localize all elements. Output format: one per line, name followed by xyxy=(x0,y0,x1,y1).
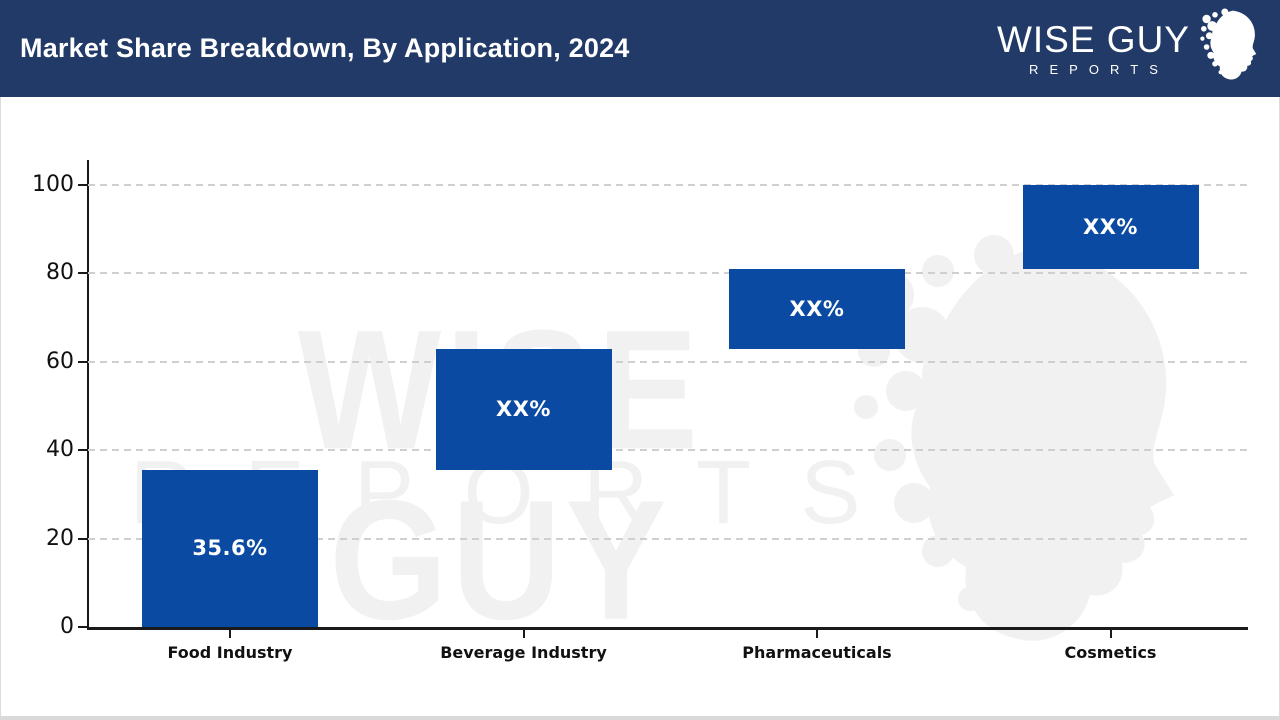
x-axis-line xyxy=(87,627,1248,630)
x-axis-label: Pharmaceuticals xyxy=(742,643,892,662)
bar-segment: XX% xyxy=(729,268,905,349)
bar-segment: 35.6% xyxy=(142,469,318,627)
bar-segment: XX% xyxy=(1022,185,1199,269)
page-title: Market Share Breakdown, By Application, … xyxy=(20,33,630,63)
logo-subtitle: REPORTS xyxy=(1029,62,1169,77)
y-tick-mark xyxy=(78,184,87,186)
y-tick-label: 60 xyxy=(46,348,74,374)
y-tick-label: 100 xyxy=(32,172,74,197)
plot-area: 0 20 40 60 80 100 35.6% Food Industry XX% Beverag… xyxy=(0,97,1280,720)
watermark-head-graphic xyxy=(818,210,1218,704)
bar-segment: XX% xyxy=(435,348,612,470)
x-tick-mark xyxy=(816,629,818,638)
y-tick-mark xyxy=(78,449,87,452)
bar-value-label: XX% xyxy=(496,397,551,422)
y-tick-label: 20 xyxy=(46,525,74,551)
y-tick-mark xyxy=(78,272,87,275)
y-tick-label: 40 xyxy=(46,437,74,463)
y-tick-label: 80 xyxy=(46,260,74,286)
x-tick-mark xyxy=(1109,629,1112,638)
x-tick-mark xyxy=(229,629,231,638)
header-band: Market Share Breakdown, By Application, … xyxy=(0,0,1280,97)
x-tick-mark xyxy=(522,629,525,638)
bottom-strip xyxy=(0,716,1280,720)
y-tick-mark xyxy=(78,537,87,540)
y-tick-mark xyxy=(78,360,87,363)
y-tick-label: 0 xyxy=(60,614,74,639)
wise-guy-logo: WISE GUY REPORTS xyxy=(997,5,1266,93)
left-border xyxy=(0,97,1,720)
bar-value-label: 35.6% xyxy=(192,536,268,561)
bar-value-label: XX% xyxy=(789,296,845,321)
gridline xyxy=(88,360,1248,363)
dotted-head-icon xyxy=(1192,5,1266,93)
gridline xyxy=(88,184,1248,186)
x-axis-label: Cosmetics xyxy=(1064,643,1157,662)
logo-text: WISE GUY REPORTS xyxy=(997,21,1190,76)
x-axis-label: Beverage Industry xyxy=(440,643,607,662)
gridline xyxy=(88,537,1248,540)
gridline xyxy=(88,272,1248,275)
y-tick-mark xyxy=(78,626,87,628)
y-axis-line xyxy=(87,160,89,629)
x-axis-label: Food Industry xyxy=(167,643,293,662)
gridline xyxy=(88,449,1248,452)
bar-value-label: XX% xyxy=(1083,214,1138,239)
logo-wordmark: WISE GUY xyxy=(996,19,1190,60)
